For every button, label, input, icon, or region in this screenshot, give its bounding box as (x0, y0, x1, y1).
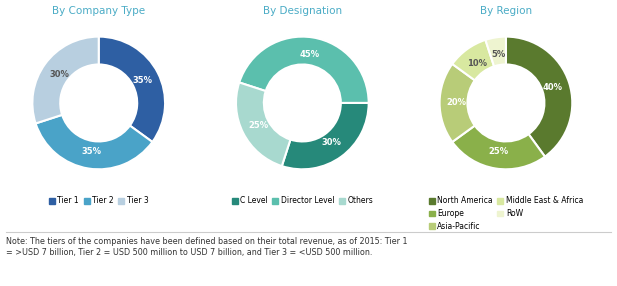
Wedge shape (486, 37, 506, 66)
Text: 25%: 25% (249, 121, 268, 130)
Wedge shape (506, 37, 573, 157)
Text: Note: The tiers of the companies have been defined based on their total revenue,: Note: The tiers of the companies have be… (6, 237, 408, 257)
Text: 45%: 45% (300, 50, 320, 59)
Text: 35%: 35% (133, 76, 152, 85)
Title: By Company Type: By Company Type (52, 7, 145, 17)
Legend: Tier 1, Tier 2, Tier 3: Tier 1, Tier 2, Tier 3 (49, 196, 149, 205)
Wedge shape (452, 126, 545, 169)
Text: 20%: 20% (447, 98, 467, 108)
Text: 30%: 30% (321, 138, 341, 147)
Wedge shape (439, 64, 475, 142)
Wedge shape (236, 82, 291, 166)
Text: 10%: 10% (467, 59, 487, 68)
Wedge shape (282, 103, 369, 169)
Legend: North America, Europe, Asia-Pacific, Middle East & Africa, RoW: North America, Europe, Asia-Pacific, Mid… (429, 196, 583, 231)
Wedge shape (32, 37, 99, 124)
Wedge shape (36, 115, 152, 169)
Text: 5%: 5% (491, 50, 505, 59)
Wedge shape (239, 37, 369, 103)
Text: 25%: 25% (488, 147, 508, 156)
Legend: C Level, Director Level, Others: C Level, Director Level, Others (231, 196, 373, 205)
Text: 40%: 40% (542, 83, 563, 92)
Text: 35%: 35% (81, 147, 101, 156)
Wedge shape (99, 37, 165, 142)
Title: By Designation: By Designation (263, 7, 342, 17)
Text: 30%: 30% (49, 69, 69, 79)
Title: By Region: By Region (480, 7, 532, 17)
Wedge shape (452, 40, 494, 80)
